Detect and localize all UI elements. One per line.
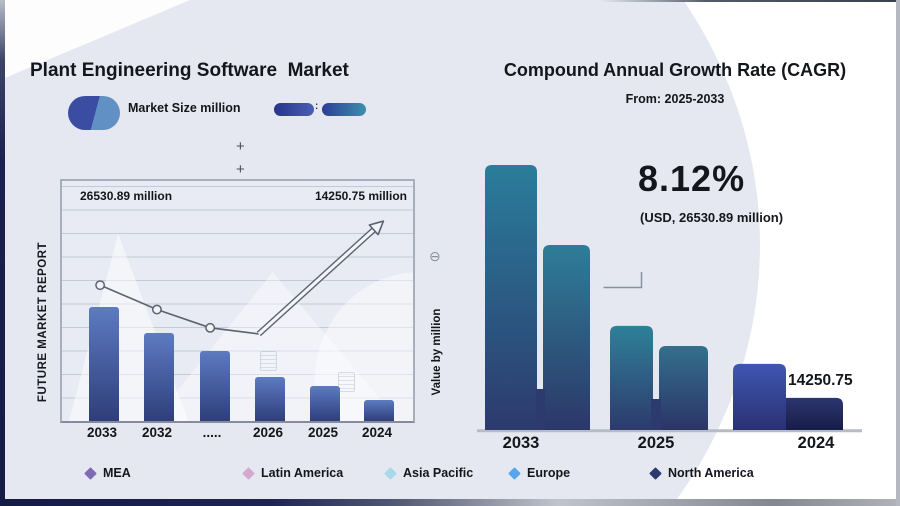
cagr-bar-2024-primary bbox=[733, 363, 786, 430]
market-bar-2026 bbox=[255, 376, 285, 421]
frame-right-edge bbox=[896, 0, 900, 506]
cagr-x-tick-2033: 2033 bbox=[502, 434, 540, 452]
x-tick-2033: 2033 bbox=[86, 425, 118, 440]
market-bar-2032 bbox=[144, 332, 174, 421]
legend-label: MEA bbox=[103, 466, 131, 480]
legend-item-mea: MEA bbox=[84, 466, 131, 480]
legend-item-asia-pacific: Asia Pacific bbox=[384, 466, 474, 480]
frame-left-edge bbox=[0, 0, 5, 506]
market-bar-2025 bbox=[310, 385, 340, 421]
annotation-2033-value: 26530.89 million bbox=[80, 189, 173, 203]
plus-mark-icon: + bbox=[236, 161, 245, 178]
market-bar-2024 bbox=[364, 399, 394, 421]
legend-diamond-icon bbox=[84, 466, 97, 480]
legend-label: North America bbox=[668, 466, 754, 480]
circled-minus-icon: ⊖ bbox=[429, 248, 441, 264]
document-icon bbox=[338, 372, 355, 392]
series-label: Market Size million bbox=[128, 101, 241, 115]
gradient-pill-icon bbox=[322, 103, 366, 116]
legend-diamond-icon bbox=[242, 466, 255, 480]
frame-top-edge bbox=[600, 0, 900, 2]
legend-diamond-icon bbox=[649, 466, 662, 480]
legend-item-europe: Europe bbox=[508, 466, 571, 480]
cagr-title: Compound Annual Growth Rate (CAGR) bbox=[503, 60, 847, 80]
page-title: Plant Engineering Software Market bbox=[30, 60, 349, 81]
cagr-x-tick-2024: 2024 bbox=[797, 434, 835, 452]
annotation-14250: 14250.75 bbox=[788, 372, 853, 389]
plus-mark-icon: + bbox=[236, 138, 245, 155]
market-bar-2033 bbox=[89, 307, 119, 421]
legend-label: Europe bbox=[527, 466, 571, 480]
document-icon bbox=[260, 351, 277, 371]
x-tick-2026: 2026 bbox=[252, 425, 284, 440]
pill-separator: : bbox=[315, 101, 319, 112]
market-size-chart: 26530.89 million 14250.75 million bbox=[60, 179, 415, 423]
gradient-pill-icon bbox=[274, 103, 314, 116]
cagr-subtitle: From: 2025-2033 bbox=[625, 92, 725, 106]
legend-label: Latin America bbox=[261, 466, 344, 480]
x-tick-2032: 2032 bbox=[141, 425, 173, 440]
market-bar-..... bbox=[200, 350, 230, 421]
x-tick-.....: ..... bbox=[202, 425, 222, 440]
x-tick-2024: 2024 bbox=[361, 425, 393, 440]
legend-label: Asia Pacific bbox=[403, 466, 474, 480]
cagr-x-tick-2025: 2025 bbox=[637, 434, 675, 452]
legend-diamond-icon bbox=[384, 466, 397, 480]
cagr-bar-2024-secondary bbox=[786, 397, 843, 430]
cagr-value: 8.12% bbox=[638, 158, 746, 199]
x-tick-2025: 2025 bbox=[307, 425, 339, 440]
cylinder-icon bbox=[68, 96, 120, 130]
legend-item-latin-america: Latin America bbox=[242, 466, 344, 480]
watermark-text: FUTURE MARKET REPORT bbox=[37, 241, 49, 403]
cagr-detail: (USD, 26530.89 million) bbox=[640, 210, 784, 225]
legend-diamond-icon bbox=[508, 466, 521, 480]
y-axis-label: Value by million bbox=[431, 308, 443, 396]
frame-bottom-edge bbox=[0, 499, 900, 506]
legend-item-north-america: North America bbox=[649, 466, 754, 480]
annotation-2024-value: 14250.75 million bbox=[314, 189, 407, 203]
